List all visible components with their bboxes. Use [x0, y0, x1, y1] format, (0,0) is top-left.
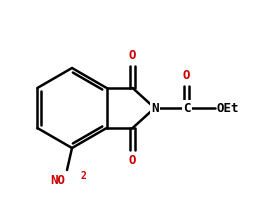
Text: C: C	[183, 101, 190, 115]
Text: O: O	[183, 69, 190, 82]
Text: O: O	[129, 49, 136, 62]
Text: NO: NO	[50, 174, 65, 187]
Text: OEt: OEt	[217, 101, 239, 115]
Text: O: O	[129, 154, 136, 167]
Text: 2: 2	[81, 171, 87, 181]
Text: N: N	[151, 101, 158, 115]
